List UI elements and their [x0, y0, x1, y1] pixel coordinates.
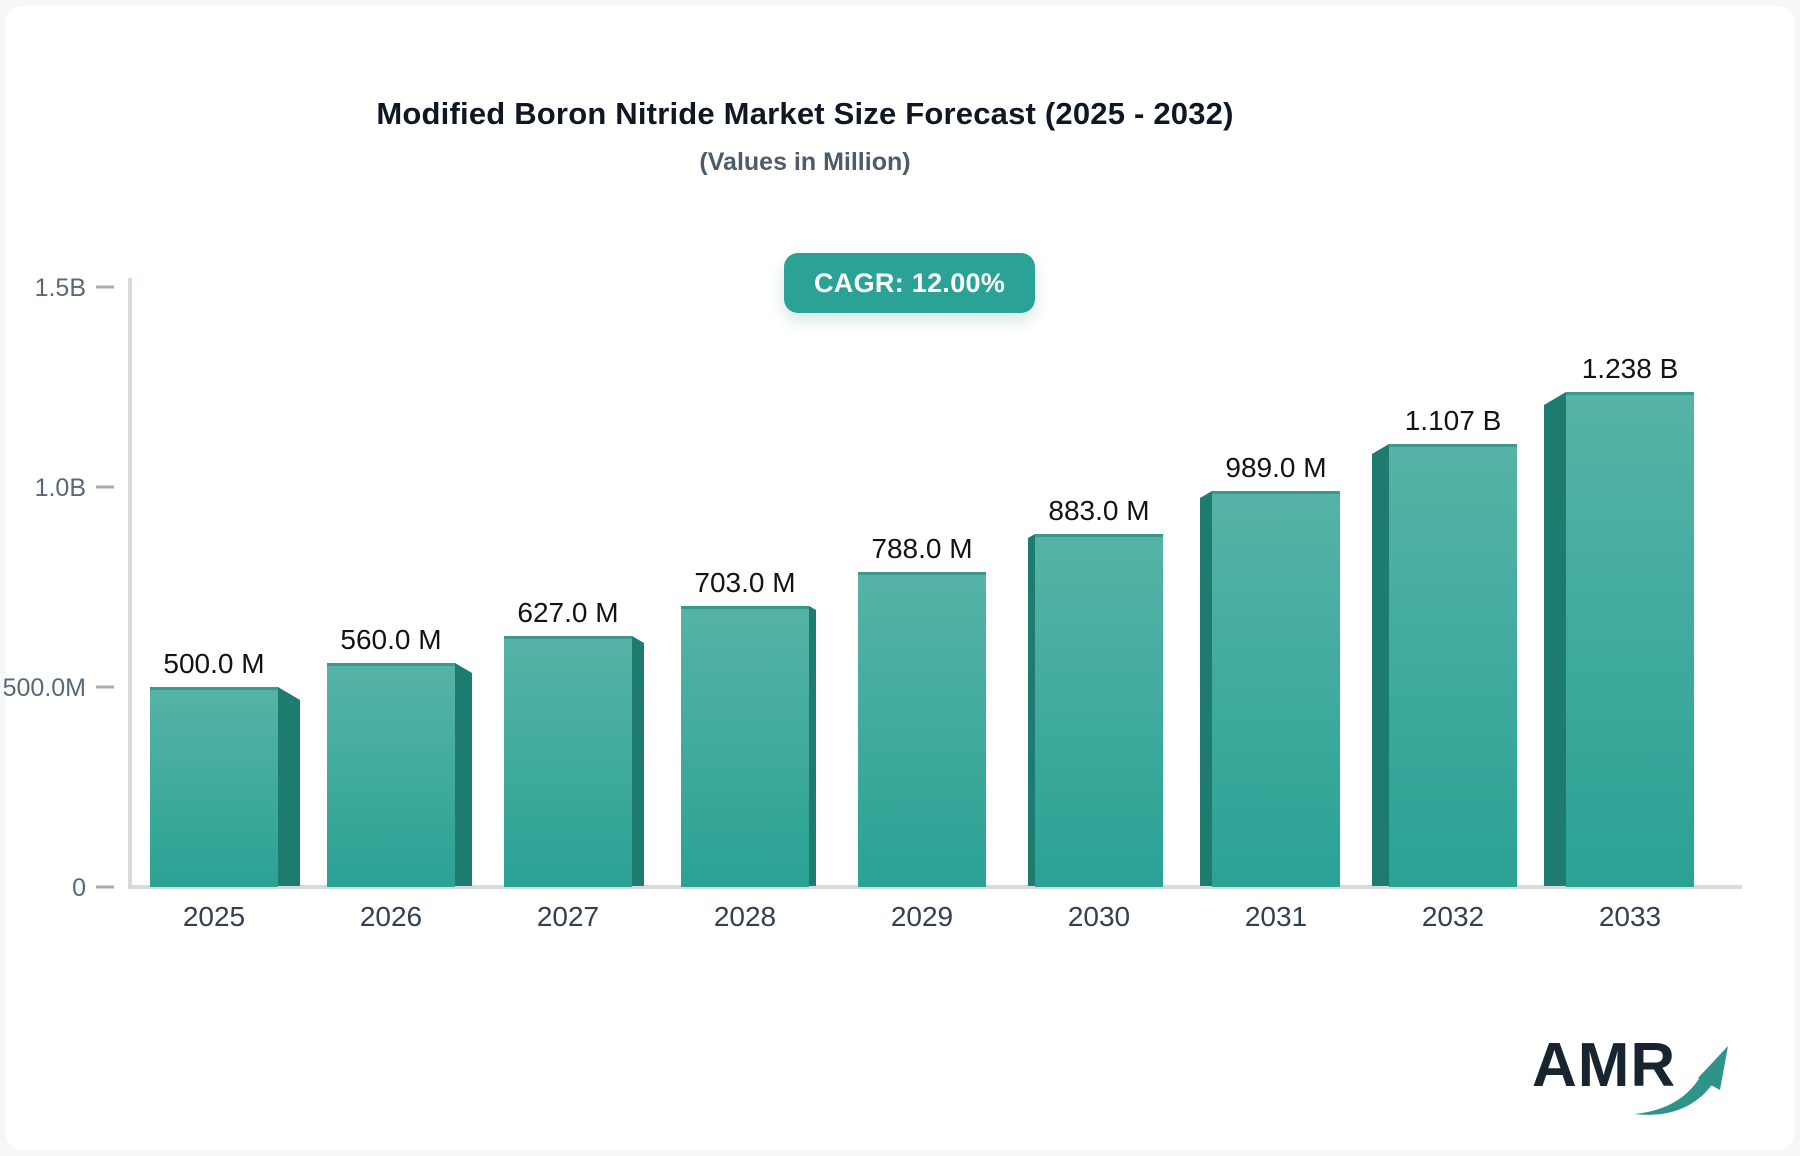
bar-value-label: 883.0 M: [1048, 495, 1149, 526]
bar-value-label: 1.107 B: [1405, 405, 1502, 436]
bar-value-label: 989.0 M: [1225, 452, 1326, 483]
bar-side: [1372, 444, 1389, 886]
x-axis-label: 2028: [714, 901, 776, 932]
bar-side: [455, 663, 472, 886]
amr-logo-text: AMR: [1532, 1031, 1677, 1100]
bar-side: [1200, 491, 1212, 886]
bar-side: [1544, 392, 1566, 886]
bar-value-label: 788.0 M: [871, 533, 972, 564]
chart-title: Modified Boron Nitride Market Size Forec…: [376, 96, 1234, 131]
y-axis-tick-label: 500.0M: [3, 674, 86, 702]
bar-value-label: 1.238 B: [1582, 353, 1679, 384]
bar-value-label: 627.0 M: [517, 597, 618, 628]
bar-front: [327, 663, 455, 887]
x-axis-label: 2027: [537, 901, 599, 932]
bar-value-label: 500.0 M: [163, 648, 264, 679]
bar-front: [504, 636, 632, 887]
bar-side: [632, 636, 644, 886]
growth-arrow-icon: [1634, 1046, 1728, 1115]
bar-value-label: 703.0 M: [694, 567, 795, 598]
bar-front: [858, 572, 986, 887]
bar-front: [1389, 444, 1517, 887]
bar-front: [1566, 392, 1694, 887]
x-axis-label: 2032: [1422, 901, 1484, 932]
x-axis-label: 2030: [1068, 901, 1130, 932]
bar-front: [150, 687, 278, 887]
bar-front: [1035, 534, 1163, 887]
bar-value-label: 560.0 M: [340, 624, 441, 655]
amr-logo: AMR: [1532, 1030, 1732, 1120]
bar-front: [1212, 491, 1340, 887]
x-axis-label: 2033: [1599, 901, 1661, 932]
y-axis-tick-label: 1.0B: [35, 474, 86, 502]
x-axis-label: 2025: [183, 901, 245, 932]
x-axis-label: 2026: [360, 901, 422, 932]
chart-subtitle: (Values in Million): [699, 148, 911, 176]
bar-side: [809, 606, 816, 886]
x-axis-label: 2029: [891, 901, 953, 932]
cagr-badge: CAGR: 12.00%: [784, 253, 1036, 313]
bar-front: [681, 606, 809, 887]
x-axis-label: 2031: [1245, 901, 1307, 932]
bar-side: [1028, 534, 1035, 886]
bar-side: [278, 687, 300, 886]
y-axis-tick-label: 0: [72, 874, 86, 902]
y-axis-tick-label: 1.5B: [35, 274, 86, 302]
